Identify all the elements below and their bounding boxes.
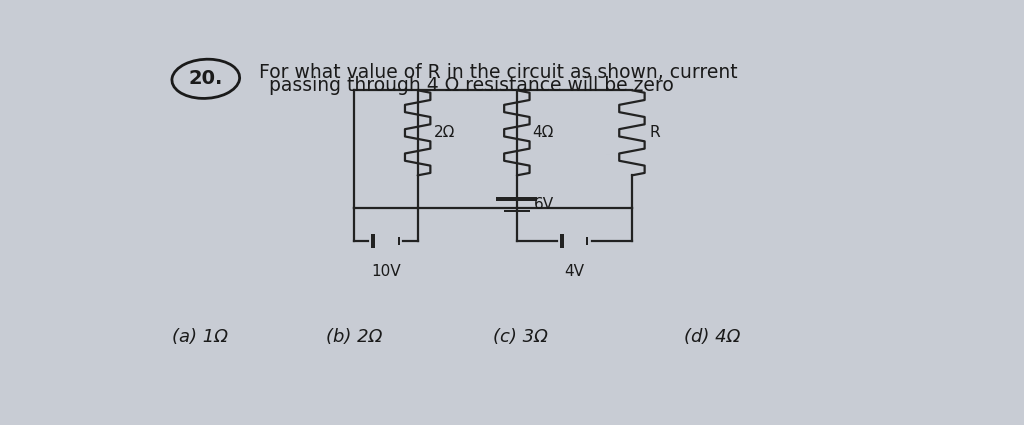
Text: (c) 3Ω: (c) 3Ω: [494, 328, 548, 346]
Text: 6V: 6V: [535, 197, 554, 212]
Text: 20.: 20.: [188, 69, 223, 88]
Text: 4Ω: 4Ω: [532, 125, 554, 140]
Text: (b) 2Ω: (b) 2Ω: [327, 328, 383, 346]
Text: 4V: 4V: [564, 264, 585, 279]
Text: R: R: [649, 125, 660, 140]
Text: (d) 4Ω: (d) 4Ω: [684, 328, 740, 346]
Text: (a) 1Ω: (a) 1Ω: [172, 328, 227, 346]
Text: passing through 4 Ω resistance will be zero: passing through 4 Ω resistance will be z…: [269, 76, 674, 95]
Text: For what value of R in the circuit as shown, current: For what value of R in the circuit as sh…: [259, 63, 737, 82]
Text: 10V: 10V: [371, 264, 400, 279]
Text: 2Ω: 2Ω: [433, 125, 455, 140]
